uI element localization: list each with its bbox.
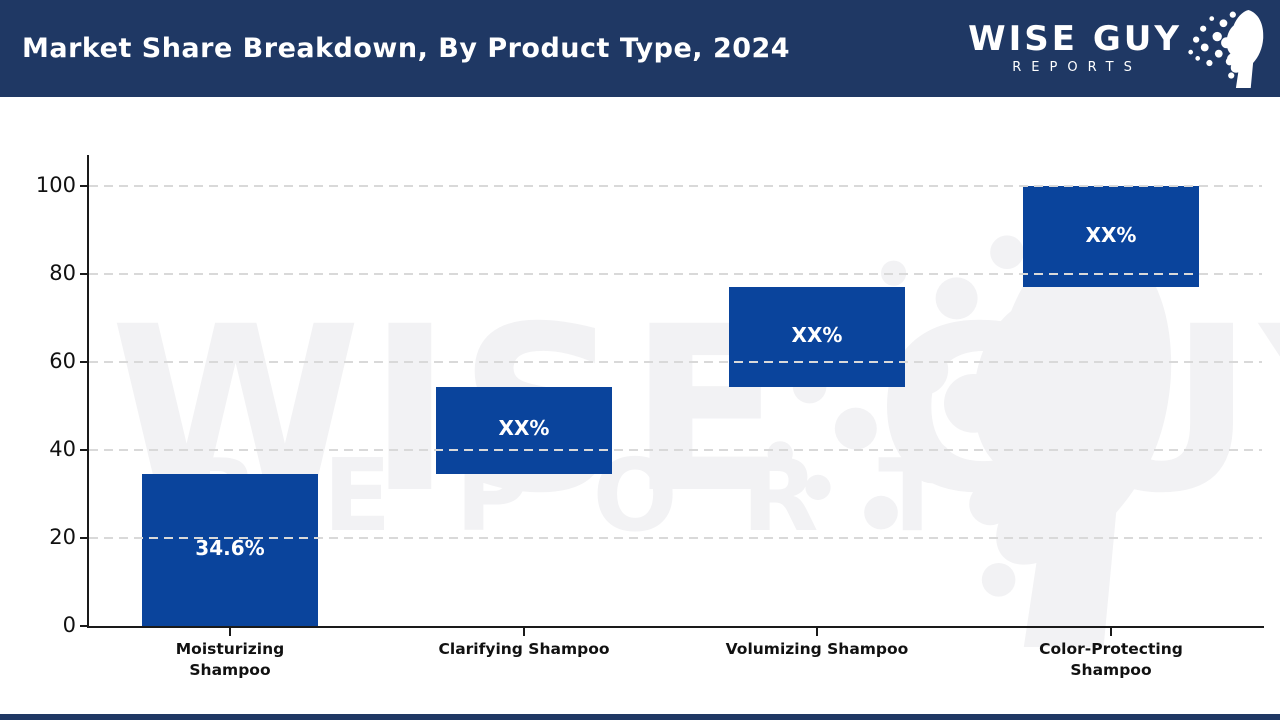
x-axis-line: [87, 626, 1264, 628]
bar-value-label-moisturizing-shampoo: 34.6%: [195, 535, 265, 560]
y-tick-mark-40: [80, 449, 87, 451]
logo-wordmark: WISE GUY: [968, 19, 1182, 60]
gridline-20: [89, 537, 1262, 539]
y-tick-mark-60: [80, 361, 87, 363]
y-axis-line: [87, 155, 89, 628]
y-tick-mark-20: [80, 537, 87, 539]
x-tick-mark-clarifying-shampoo: [523, 628, 525, 636]
x-tick-mark-color-protecting-shampoo: [1110, 628, 1112, 636]
x-category-label-clarifying-shampoo: Clarifying Shampoo: [438, 640, 610, 658]
y-tick-label-0: 0: [62, 613, 76, 637]
chart-title: Market Share Breakdown, By Product Type,…: [22, 33, 791, 64]
gridline-60: [89, 361, 1262, 363]
y-tick-mark-80: [80, 273, 87, 275]
y-tick-mark-0: [80, 625, 87, 627]
bar-volumizing-shampoo: [729, 287, 905, 388]
logo-face-icon: [1186, 8, 1264, 90]
logo-text: WISE GUY REPORTS: [968, 19, 1182, 75]
header-bar: Market Share Breakdown, By Product Type,…: [0, 0, 1280, 97]
x-category-label-color-protecting-shampoo: Color-Protecting Shampoo: [1039, 640, 1183, 679]
y-tick-label-40: 40: [49, 437, 76, 461]
bar-value-label-color-protecting-shampoo: XX%: [1085, 222, 1137, 247]
gridline-40: [89, 449, 1262, 451]
x-category-label-moisturizing-shampoo: Moisturizing Shampoo: [175, 640, 285, 679]
x-tick-mark-moisturizing-shampoo: [229, 628, 231, 636]
watermark-face-icon: [755, 202, 1175, 676]
logo-subtitle: REPORTS: [1012, 59, 1142, 75]
bar-clarifying-shampoo: [436, 387, 612, 474]
bar-color-protecting-shampoo: [1023, 186, 1199, 288]
gridline-100: [89, 185, 1262, 187]
y-tick-label-60: 60: [49, 349, 76, 373]
bar-moisturizing-shampoo: [142, 473, 318, 626]
gridline-80: [89, 273, 1262, 275]
y-tick-mark-100: [80, 185, 87, 187]
footer-bar: [0, 714, 1280, 720]
x-category-label-volumizing-shampoo: Volumizing Shampoo: [725, 640, 909, 658]
x-tick-mark-volumizing-shampoo: [816, 628, 818, 636]
bar-value-label-volumizing-shampoo: XX%: [791, 323, 843, 348]
y-tick-label-20: 20: [49, 525, 76, 549]
bar-value-label-clarifying-shampoo: XX%: [498, 416, 550, 441]
y-tick-label-80: 80: [49, 261, 76, 285]
y-tick-label-100: 100: [35, 173, 76, 197]
wise-guy-reports-logo: WISE GUY REPORTS: [968, 8, 1280, 90]
